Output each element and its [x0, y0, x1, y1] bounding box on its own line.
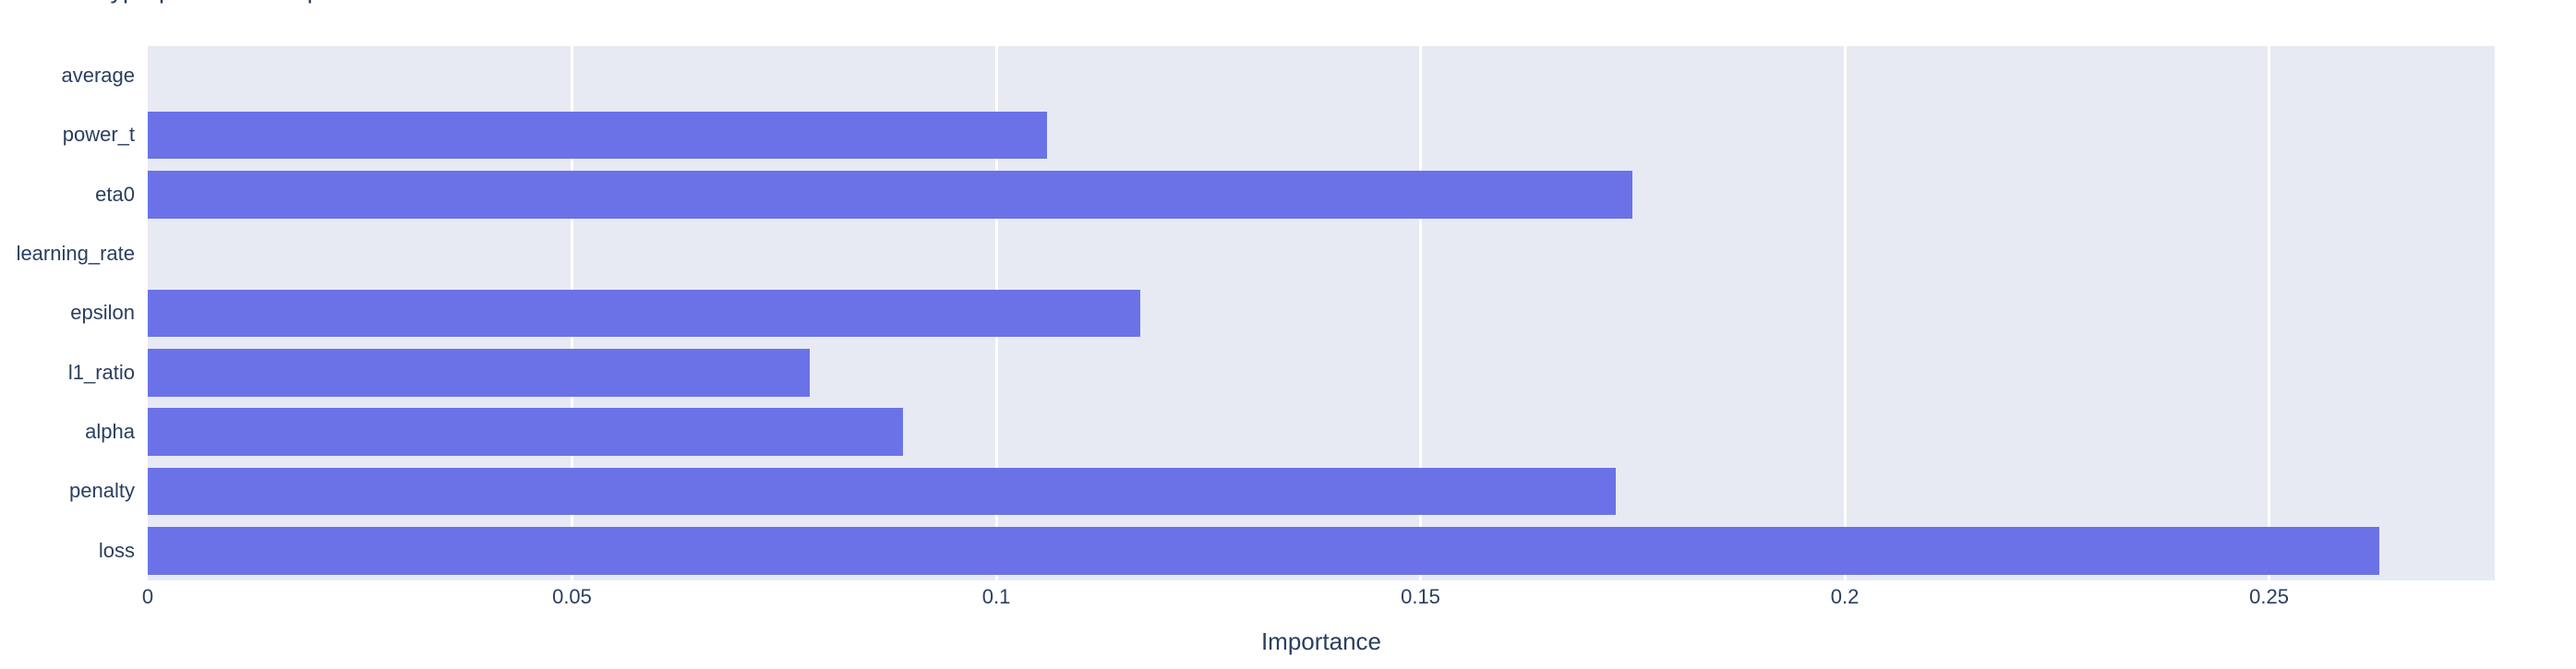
x-tick-0: 0: [141, 585, 154, 608]
bar-power_t: [148, 111, 1048, 160]
x-tick-0.15: 0.15: [1401, 585, 1440, 608]
y-label-l1_ratio: l1_ratio: [67, 360, 135, 384]
x-axis-tick-labels: 0 0.05 0.1 0.15 0.2 0.25: [142, 585, 2495, 613]
gridline-0.25: [2268, 46, 2271, 580]
y-label-alpha: alpha: [85, 420, 135, 443]
bar-loss: [148, 527, 2379, 575]
y-label-penalty: penalty: [69, 479, 135, 503]
bar-epsilon: [148, 289, 1141, 338]
x-tick-0.2: 0.2: [1830, 585, 1860, 608]
y-label-average: average: [61, 64, 135, 87]
bar-eta0: [148, 171, 1633, 219]
bar-alpha: [148, 408, 903, 456]
bar-penalty: [148, 467, 1616, 516]
x-tick-0.05: 0.05: [552, 585, 592, 608]
clipped-title-box: Hyperparameter Importances: [92, 0, 923, 7]
x-tick-0.25: 0.25: [2249, 585, 2289, 608]
y-label-epsilon: epsilon: [70, 301, 135, 325]
x-tick-0.1: 0.1: [981, 585, 1011, 608]
plot-area: [148, 46, 2495, 580]
y-label-loss: loss: [98, 538, 135, 562]
x-axis-title: Importance: [1260, 627, 1382, 655]
y-label-eta0: eta0: [95, 182, 135, 206]
bar-l1_ratio: [148, 349, 810, 397]
gridline-0.2: [1843, 46, 1847, 580]
gridline-0.15: [1419, 46, 1423, 580]
chart-title-clipped: Hyperparameter Importances: [92, 0, 923, 5]
y-label-power_t: power_t: [62, 123, 135, 147]
y-label-learning_rate: learning_rate: [16, 242, 135, 265]
